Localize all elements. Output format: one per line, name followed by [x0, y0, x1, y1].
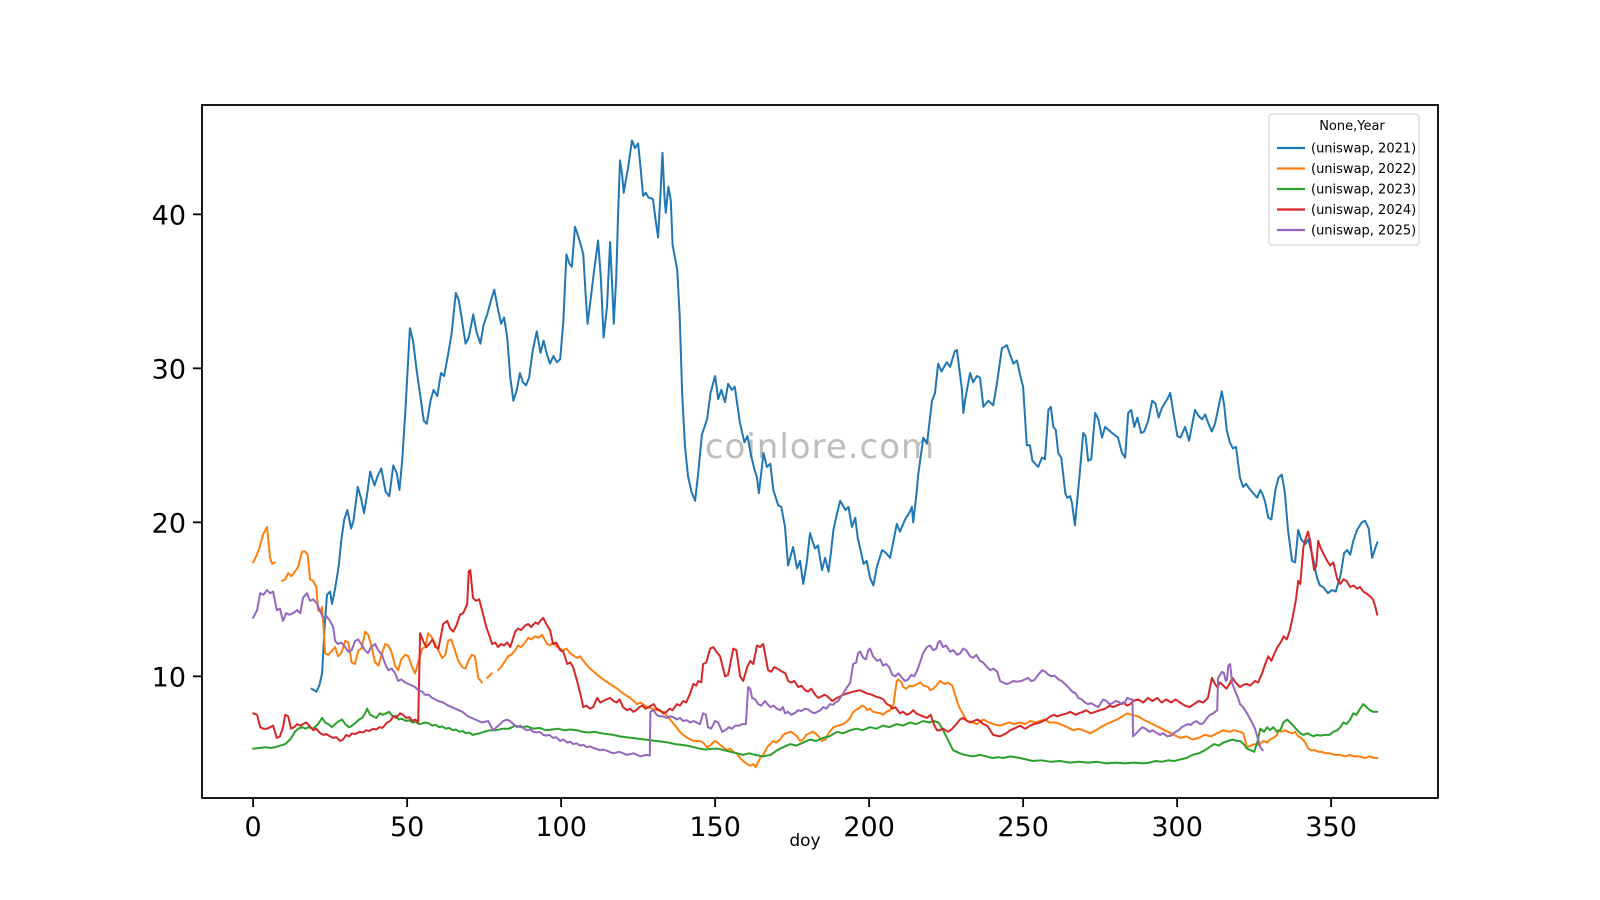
x-tick-label: 250 — [997, 812, 1049, 843]
x-tick-label: 150 — [689, 812, 741, 843]
y-tick-label: 10 — [152, 662, 186, 693]
x-tick-label: 350 — [1305, 812, 1357, 843]
legend-title: None,Year — [1319, 119, 1385, 134]
legend-label-2024: (uniswap, 2024) — [1311, 203, 1416, 218]
x-axis-label: doy — [789, 831, 820, 851]
series-line-2022 — [486, 672, 493, 679]
x-tick-label: 300 — [1151, 812, 1203, 843]
legend-label-2021: (uniswap, 2021) — [1311, 142, 1416, 157]
series-line-2024 — [252, 530, 1379, 742]
x-tick-label: 200 — [843, 812, 895, 843]
series-line-2025 — [252, 589, 1264, 758]
y-tick-label: 40 — [152, 200, 186, 231]
y-tick-label: 20 — [152, 508, 186, 539]
legend-label-2023: (uniswap, 2023) — [1311, 183, 1416, 198]
axes: 0 50 100 150 200 250 300 350 10 20 30 40 — [152, 104, 1439, 843]
legend-label-2025: (uniswap, 2025) — [1311, 224, 1416, 239]
series-line-2022 — [252, 526, 276, 565]
x-tick-label: 0 — [245, 812, 262, 843]
watermark: coinlore.com — [705, 427, 935, 467]
x-tick-label: 50 — [390, 812, 424, 843]
series-line-2021 — [310, 139, 1379, 693]
series-lines — [252, 139, 1379, 769]
legend-label-2022: (uniswap, 2022) — [1311, 162, 1416, 177]
series-line-2022 — [281, 550, 483, 684]
x-tick-label: 100 — [535, 812, 587, 843]
legend-box — [1268, 113, 1420, 246]
legend: None,Year (uniswap, 2021) (uniswap, 2022) (… — [1268, 113, 1420, 246]
plot-frame — [201, 104, 1439, 799]
y-tick-label: 30 — [152, 354, 186, 385]
